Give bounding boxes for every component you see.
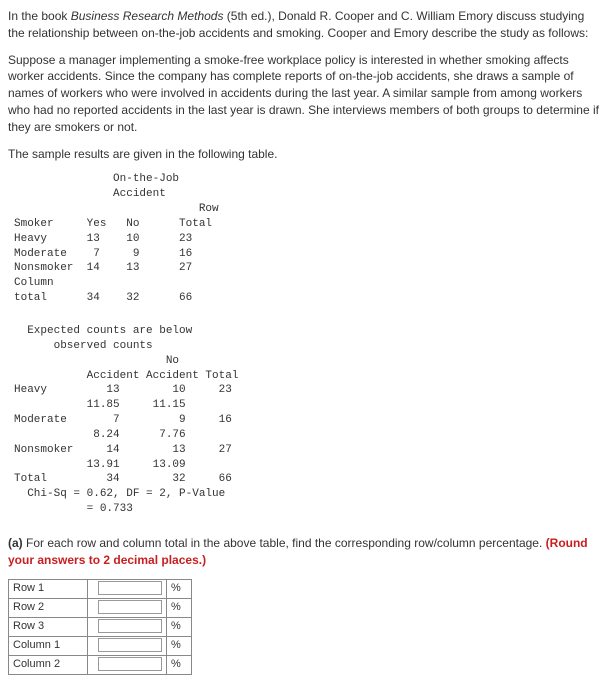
answer-row: Column 1% [9,636,192,655]
answer-row-label: Column 2 [9,655,88,674]
answer-row-label: Column 1 [9,636,88,655]
percentage-input[interactable] [98,619,162,633]
answer-table: Row 1%Row 2%Row 3%Column 1%Column 2% [8,579,192,675]
question-text: For each row and column total in the abo… [23,536,546,550]
intro-paragraph: In the book Business Research Methods (5… [8,8,602,42]
observed-table: On-the-Job Accident Row Smoker Yes No To… [14,172,602,306]
lead-in-text: The sample results are given in the foll… [8,146,602,163]
percentage-input[interactable] [98,657,162,671]
percentage-input[interactable] [98,581,162,595]
percent-sign: % [167,636,192,655]
answer-row: Row 2% [9,598,192,617]
answer-row-label: Row 3 [9,617,88,636]
answer-input-cell [88,579,167,598]
book-title: Business Research Methods [71,9,224,23]
question-a: (a) For each row and column total in the… [8,535,602,569]
part-label: (a) [8,536,23,550]
answer-row-label: Row 2 [9,598,88,617]
answer-input-cell [88,636,167,655]
answer-row: Column 2% [9,655,192,674]
answer-input-cell [88,617,167,636]
answer-row: Row 1% [9,579,192,598]
percent-sign: % [167,579,192,598]
percent-sign: % [167,655,192,674]
intro-pre: In the book [8,9,71,23]
percentage-input[interactable] [98,638,162,652]
expected-table: Expected counts are below observed count… [14,324,602,517]
percent-sign: % [167,598,192,617]
scenario-paragraph: Suppose a manager implementing a smoke-f… [8,52,602,136]
answer-input-cell [88,598,167,617]
answer-input-cell [88,655,167,674]
percent-sign: % [167,617,192,636]
answer-row: Row 3% [9,617,192,636]
answer-row-label: Row 1 [9,579,88,598]
